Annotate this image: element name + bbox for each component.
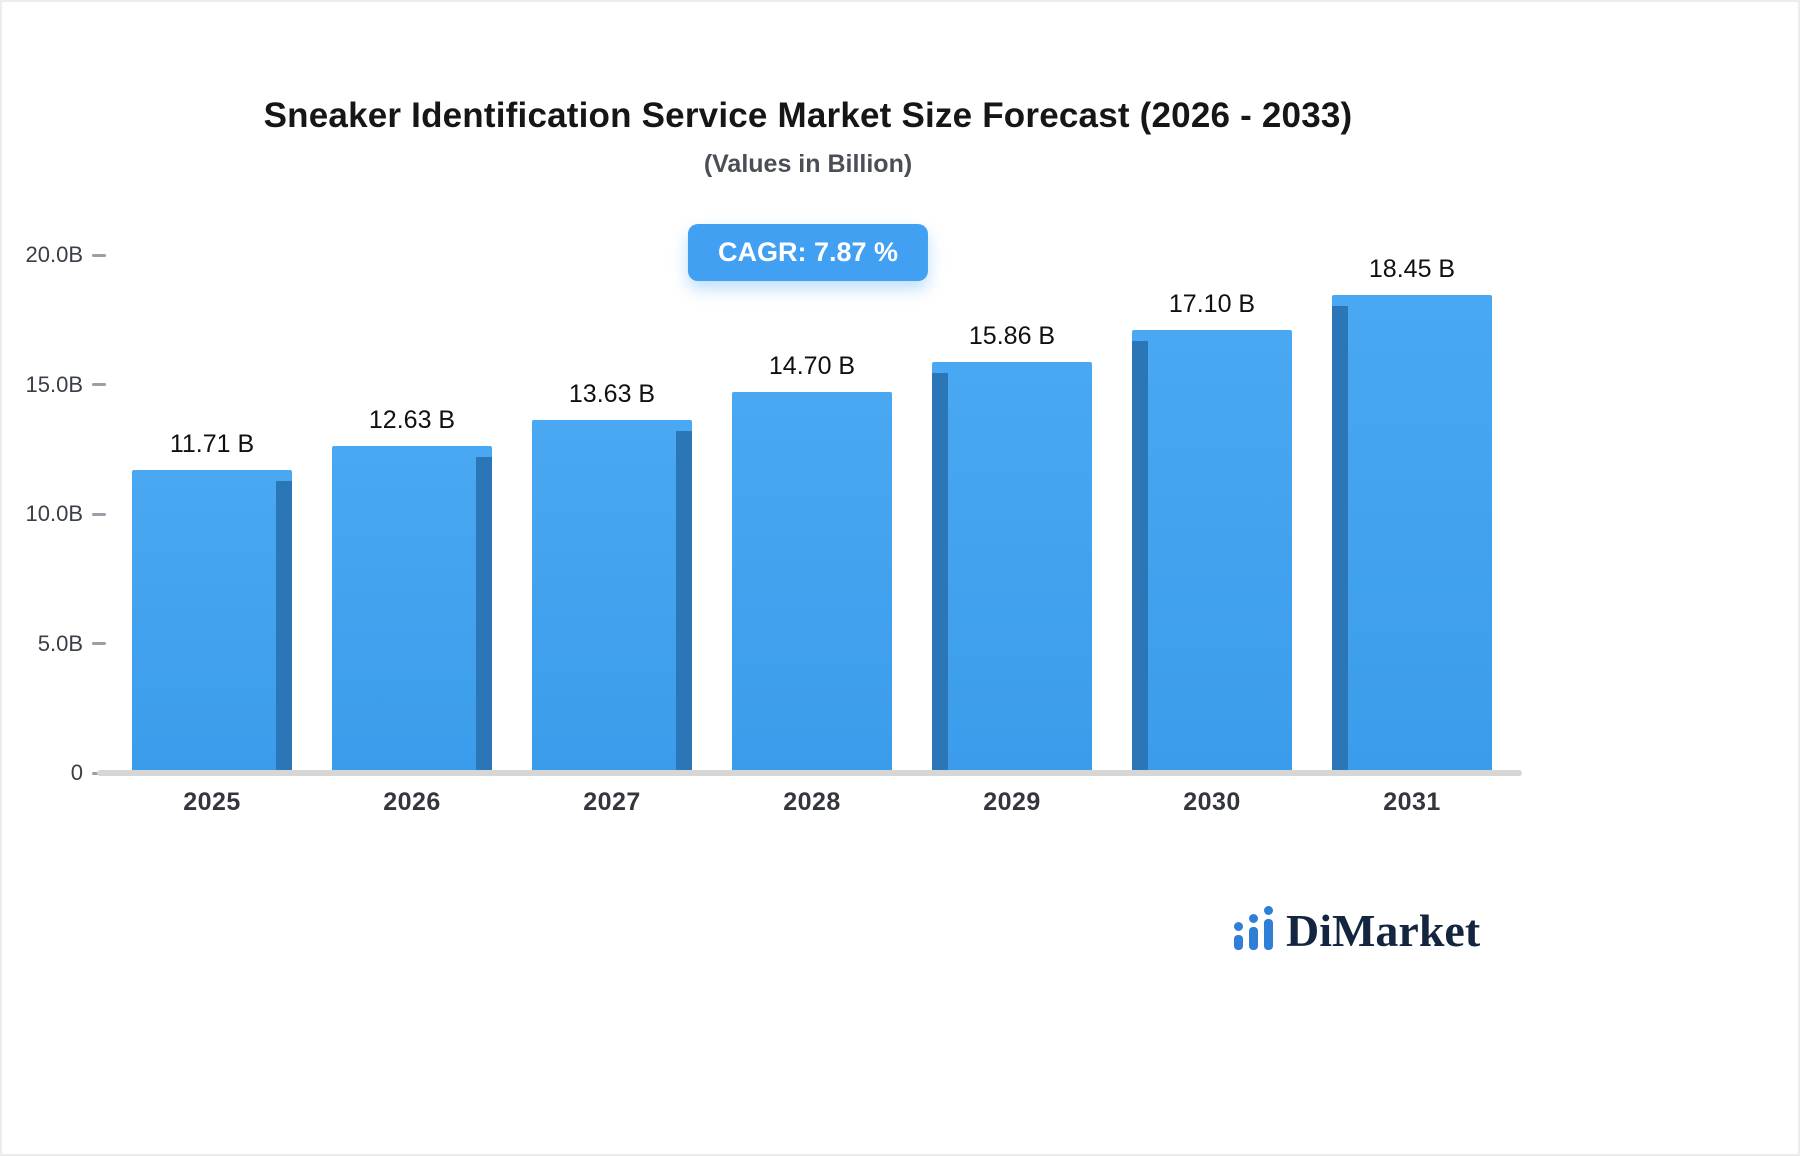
bar-3d-edge — [932, 373, 948, 773]
bar-slot: 13.63 B — [512, 255, 712, 773]
brand-logo-text: DiMarket — [1286, 905, 1481, 956]
bar: 12.63 B — [332, 406, 492, 773]
bar-3d-edge — [1332, 306, 1348, 773]
bar: 18.45 B — [1332, 255, 1492, 773]
bar-value-label: 15.86 B — [968, 322, 1056, 351]
y-axis: 20.0B 15.0B 10.0B 5.0B 0 — [2, 242, 106, 785]
x-axis-line — [97, 770, 1522, 776]
bar-value-label: 18.45 B — [1368, 255, 1456, 284]
x-axis-labels: 2025 2026 2027 2028 2029 2030 2031 — [112, 788, 1512, 817]
chart-title: Sneaker Identification Service Market Si… — [263, 96, 1353, 135]
y-axis-tick: 10.0B — [25, 501, 106, 527]
bar: 17.10 B — [1132, 290, 1292, 773]
y-tick-mark — [92, 642, 106, 645]
bar-3d-edge — [676, 430, 692, 773]
y-tick-label: 0 — [70, 760, 83, 785]
y-tick-mark — [92, 253, 106, 257]
x-axis-category-label: 2030 — [1183, 788, 1241, 816]
bar-value-label: 14.70 B — [768, 352, 856, 381]
bar-slot: 11.71 B — [112, 255, 312, 773]
bar-value-label: 11.71 B — [169, 429, 255, 458]
y-tick-mark — [92, 512, 106, 516]
x-axis-category-label: 2028 — [783, 788, 841, 816]
brand-logo: DiMarket — [1234, 902, 1480, 954]
y-tick-mark — [92, 383, 106, 386]
plot-area: 11.71 B 12.63 B 13.63 B 14.70 B 15.86 B 17.10… — [112, 255, 1512, 773]
y-axis-tick: 5.0B — [38, 631, 106, 657]
x-axis-category-label: 2029 — [983, 788, 1041, 816]
bar-value-label: 17.10 B — [1168, 290, 1256, 319]
bar-chart-icon — [1234, 902, 1273, 954]
bar-value-label: 12.63 B — [368, 405, 456, 434]
y-tick-label: 10.0B — [25, 501, 84, 526]
bar: 15.86 B — [932, 322, 1092, 773]
y-axis-tick: 15.0B — [25, 371, 106, 398]
bar: 13.63 B — [532, 380, 692, 773]
x-axis-category-label: 2027 — [583, 788, 641, 816]
cagr-badge: CAGR: 7.87 % — [687, 224, 929, 281]
y-tick-label: 20.0B — [25, 242, 84, 267]
x-axis-category-label: 2031 — [1383, 788, 1441, 816]
bar-slot: 17.10 B — [1112, 255, 1312, 773]
y-tick-label: 15.0B — [25, 371, 84, 397]
bar-slot: 15.86 B — [912, 255, 1112, 773]
bar-3d-edge — [276, 480, 292, 773]
bar: 11.71 B — [132, 430, 292, 773]
bar-slot: 12.63 B — [312, 255, 512, 773]
bar-3d-edge — [1132, 341, 1148, 773]
bar: 14.70 B — [732, 352, 892, 773]
y-axis-tick: 20.0B — [25, 242, 106, 268]
bar-value-label: 13.63 B — [568, 379, 656, 408]
x-axis-category-label: 2025 — [183, 788, 241, 816]
bar-slot: 14.70 B — [712, 255, 912, 773]
y-tick-label: 5.0B — [37, 630, 83, 656]
x-axis-category-label: 2026 — [383, 788, 441, 816]
chart-subtitle: (Values in Billion) — [703, 150, 913, 178]
bar-slot: 18.45 B — [1312, 255, 1512, 773]
bar-3d-edge — [476, 456, 492, 773]
